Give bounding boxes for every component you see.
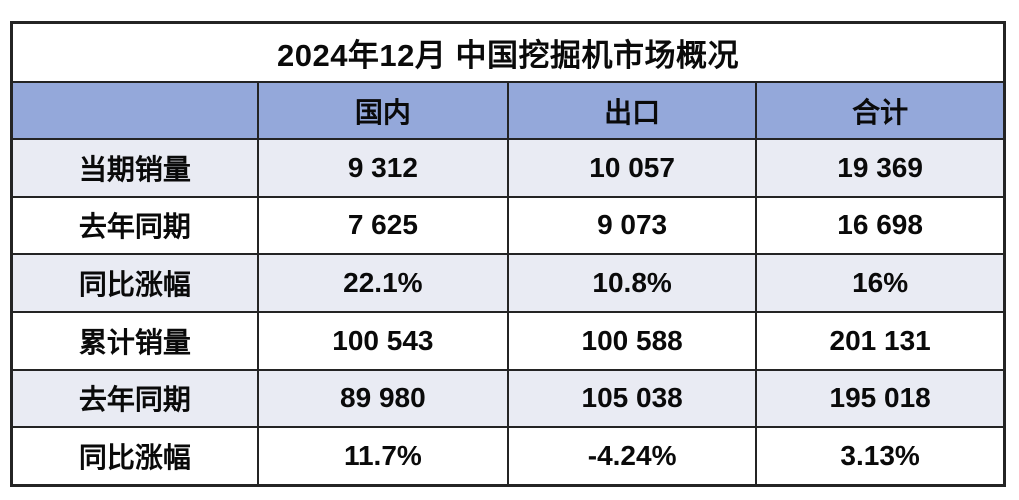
column-header-domestic: 国内: [256, 81, 509, 140]
table-cell: 16 698: [755, 195, 1006, 256]
table-cell: 100 543: [256, 310, 509, 371]
row-label: 去年同期: [10, 368, 259, 429]
table-cell: 9 312: [256, 138, 509, 198]
column-header-total: 合计: [755, 81, 1006, 140]
table-cell: 10 057: [506, 138, 758, 198]
row-label: 同比涨幅: [10, 426, 259, 487]
table-row-prev-year-period: 去年同期 7 625 9 073 16 698: [10, 195, 1006, 256]
excavator-market-table: 2024年12月 中国挖掘机市场概况 国内 出口 合计 当期销量 9 312 1…: [10, 21, 1006, 487]
table-cell: 89 980: [256, 368, 509, 429]
table-row-yoy-change: 同比涨幅 22.1% 10.8% 16%: [10, 253, 1006, 313]
table-row-current-sales: 当期销量 9 312 10 057 19 369: [10, 138, 1006, 198]
table-row-cumulative-sales: 累计销量 100 543 100 588 201 131: [10, 310, 1006, 371]
table-cell: 195 018: [755, 368, 1006, 429]
row-label: 去年同期: [10, 195, 259, 256]
column-header-export: 出口: [506, 81, 758, 140]
table-cell: 100 588: [506, 310, 758, 371]
table-row-yoy-change-cumulative: 同比涨幅 11.7% -4.24% 3.13%: [10, 426, 1006, 487]
table-row-prev-year-cumulative: 去年同期 89 980 105 038 195 018: [10, 368, 1006, 429]
table-cell: 11.7%: [256, 426, 509, 487]
row-label: 累计销量: [10, 310, 259, 371]
table-cell: 16%: [755, 253, 1006, 313]
table-cell: 9 073: [506, 195, 758, 256]
table-cell: 10.8%: [506, 253, 758, 313]
header-row: 国内 出口 合计: [10, 81, 1006, 140]
page-title: 2024年12月 中国挖掘机市场概况: [10, 21, 1006, 83]
table-cell: -4.24%: [506, 426, 758, 487]
table-cell: 105 038: [506, 368, 758, 429]
table-cell: 19 369: [755, 138, 1006, 198]
table-cell: 22.1%: [256, 253, 509, 313]
title-row: 2024年12月 中国挖掘机市场概况: [10, 21, 1006, 83]
row-label: 当期销量: [10, 138, 259, 198]
row-label: 同比涨幅: [10, 253, 259, 313]
table-cell: 3.13%: [755, 426, 1006, 487]
table-cell: 7 625: [256, 195, 509, 256]
table-cell: 201 131: [755, 310, 1006, 371]
column-header-empty: [10, 81, 259, 140]
